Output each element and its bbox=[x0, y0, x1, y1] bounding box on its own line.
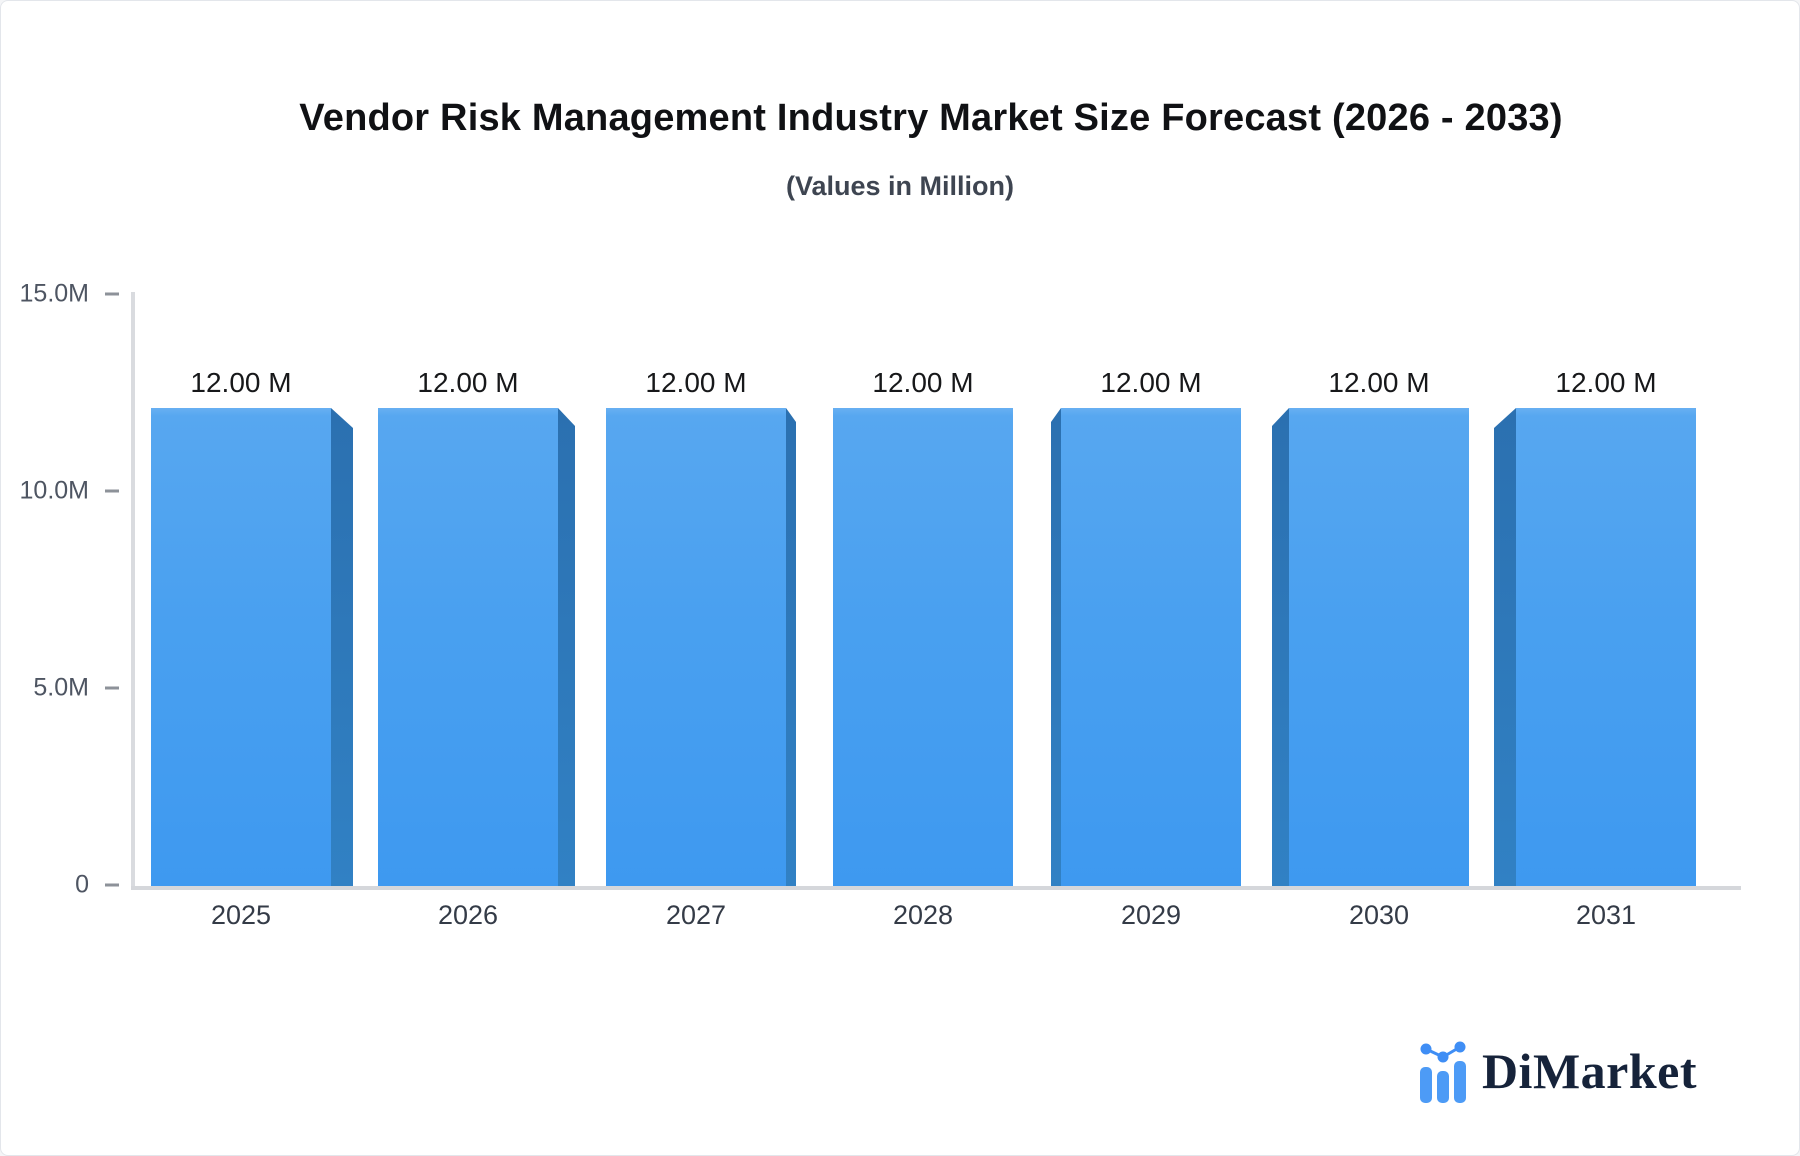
bar-2025-side bbox=[331, 408, 353, 886]
x-axis-baseline bbox=[131, 886, 1741, 890]
bar-value-label: 12.00 M bbox=[645, 367, 747, 398]
y-tick-mark bbox=[105, 686, 119, 690]
bar-value-label: 12.00 M bbox=[872, 367, 974, 398]
bar-2031-side bbox=[1494, 408, 1516, 886]
bar-value-label: 12.00 M bbox=[417, 367, 519, 398]
y-tick-label-0: 0 bbox=[75, 870, 89, 899]
dimarket-logo-text: DiMarket bbox=[1481, 1043, 1697, 1099]
y-axis-line bbox=[131, 292, 135, 890]
dimarket-logo: DiMarket bbox=[1418, 1039, 1697, 1103]
y-tick-label-10m: 10.0M bbox=[19, 476, 89, 505]
bar-2029[interactable] bbox=[1061, 408, 1241, 886]
chart-subtitle: (Values in Million) bbox=[785, 171, 1015, 201]
y-tick-label-5m: 5.0M bbox=[33, 673, 89, 702]
y-tick-mark bbox=[105, 883, 119, 887]
bar-2030-side bbox=[1272, 408, 1289, 886]
bar-2028[interactable] bbox=[833, 408, 1013, 886]
bar-value-label: 12.00 M bbox=[190, 367, 292, 398]
dimarket-chart-icon bbox=[1418, 1039, 1468, 1103]
y-tick-mark bbox=[105, 489, 119, 493]
x-label-2031: 2031 bbox=[1575, 900, 1637, 930]
x-label-2028: 2028 bbox=[892, 900, 954, 930]
y-tick-label-15m: 15.0M bbox=[19, 279, 89, 308]
bar-2030[interactable] bbox=[1289, 408, 1469, 886]
bar-2025[interactable] bbox=[151, 408, 331, 886]
x-label-2026: 2026 bbox=[437, 900, 499, 930]
bar-2026[interactable] bbox=[378, 408, 558, 886]
chart-title: Vendor Risk Management Industry Market S… bbox=[299, 97, 1563, 139]
x-label-2027: 2027 bbox=[665, 900, 727, 930]
x-label-2029: 2029 bbox=[1120, 900, 1182, 930]
bar-2031[interactable] bbox=[1516, 408, 1696, 886]
bar-value-label: 12.00 M bbox=[1555, 367, 1657, 398]
bar-value-label: 12.00 M bbox=[1328, 367, 1430, 398]
y-tick-mark bbox=[105, 292, 119, 296]
bar-2026-side bbox=[558, 408, 575, 886]
bar-2029-side bbox=[1051, 408, 1061, 886]
x-label-2030: 2030 bbox=[1348, 900, 1410, 930]
bar-2027[interactable] bbox=[606, 408, 786, 886]
x-label-2025: 2025 bbox=[210, 900, 272, 930]
bar-value-label: 12.00 M bbox=[1100, 367, 1202, 398]
bar-2027-side bbox=[786, 408, 796, 886]
